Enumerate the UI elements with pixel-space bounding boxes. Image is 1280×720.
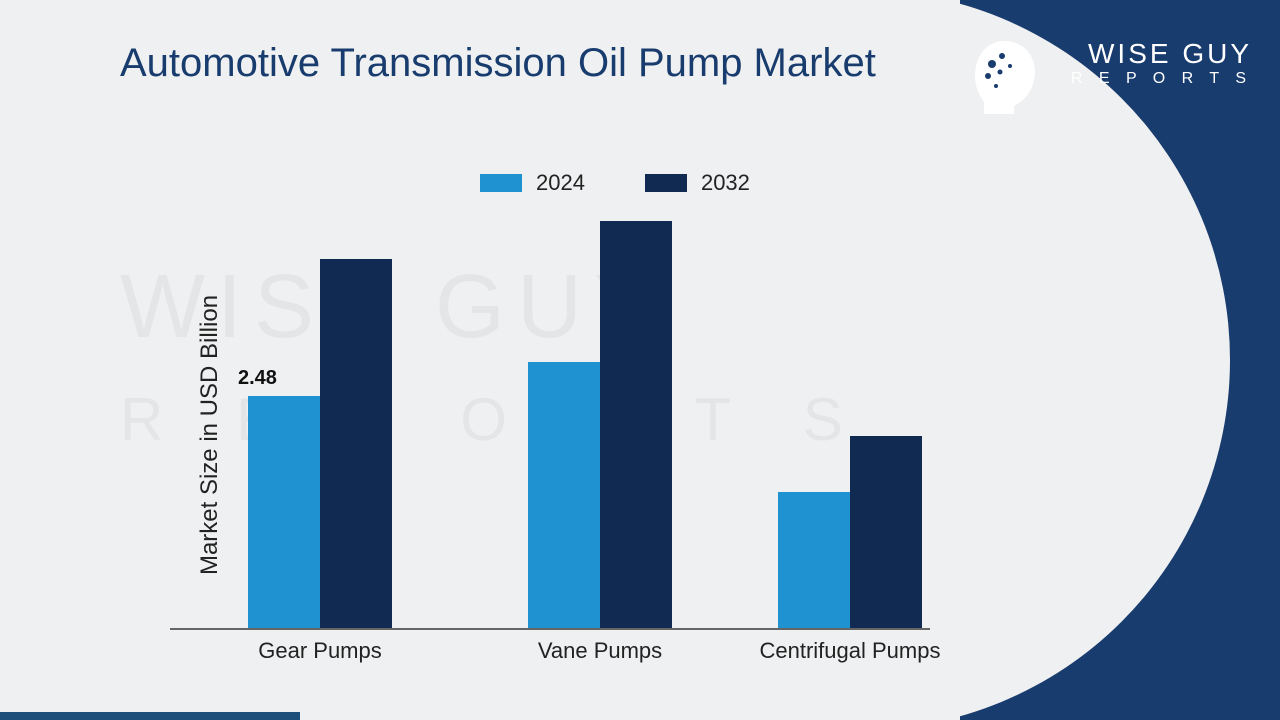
bar-group	[230, 259, 410, 628]
brand-line1: WISE GUY	[1071, 38, 1252, 70]
legend-item-2024: 2024	[480, 170, 585, 196]
bar	[778, 492, 850, 628]
bar-group	[510, 221, 690, 628]
bar	[600, 221, 672, 628]
bottom-accent-bar	[0, 712, 300, 720]
bar-group	[760, 436, 940, 628]
bar	[320, 259, 392, 628]
plot-area: Gear PumpsVane PumpsCentrifugal Pumps2.4…	[170, 200, 930, 630]
page-root: WISE GUY R E P O R T S Automotive Transm…	[0, 0, 1280, 720]
bar	[850, 436, 922, 628]
legend-swatch-2024	[480, 174, 522, 192]
legend-item-2032: 2032	[645, 170, 750, 196]
brand-head-icon	[970, 36, 1040, 116]
brand-logo-text: WISE GUY R E P O R T S	[1071, 38, 1252, 88]
chart-title: Automotive Transmission Oil Pump Market	[120, 40, 900, 86]
bar	[528, 362, 600, 628]
category-label: Vane Pumps	[500, 638, 700, 664]
bar	[248, 396, 320, 628]
category-label: Centrifugal Pumps	[750, 638, 950, 664]
category-label: Gear Pumps	[220, 638, 420, 664]
chart-area: Market Size in USD Billion 2024 2032 Gea…	[60, 170, 940, 700]
legend: 2024 2032	[480, 170, 750, 196]
bar-value-label: 2.48	[238, 367, 277, 390]
legend-swatch-2032	[645, 174, 687, 192]
brand-line2: R E P O R T S	[1071, 70, 1252, 88]
legend-label-2032: 2032	[701, 170, 750, 196]
legend-label-2024: 2024	[536, 170, 585, 196]
